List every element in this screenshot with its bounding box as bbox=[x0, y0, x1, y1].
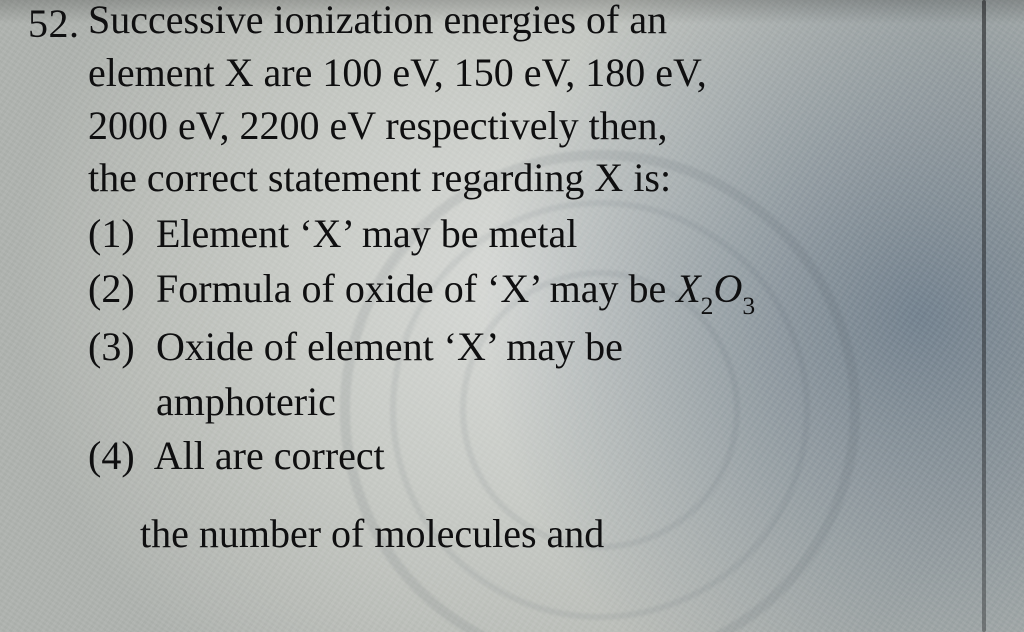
page-gutter-line bbox=[982, 0, 986, 632]
formula-sub: 3 bbox=[742, 291, 755, 320]
stem-line: 2000 eV, 2200 eV respectively then, bbox=[88, 103, 668, 148]
stem-line: Successive ionization energies of an bbox=[88, 0, 667, 42]
question-stem: Successive ionization energies of an ele… bbox=[88, 0, 928, 205]
option-number: (1) bbox=[88, 207, 146, 261]
page-content: 52. Successive ionization energies of an… bbox=[28, 0, 928, 557]
stem-line: the correct statement regarding X is: bbox=[88, 155, 671, 200]
formula-sub: 2 bbox=[701, 291, 714, 320]
option-number: (3) bbox=[88, 320, 146, 374]
formula-base: X bbox=[676, 266, 700, 311]
question-row: 52. Successive ionization energies of an… bbox=[28, 0, 928, 205]
options-list: (1) Element ‘X’ may be metal (2) Formula… bbox=[88, 207, 928, 483]
cutoff-text: the number of molecules and bbox=[140, 511, 604, 556]
formula-base: O bbox=[713, 266, 742, 311]
option-text-cont: amphoteric bbox=[156, 379, 336, 424]
option-4: (4) All are correct bbox=[88, 429, 928, 483]
option-text: Oxide of element ‘X’ may be bbox=[156, 324, 623, 369]
option-text: All are correct bbox=[154, 433, 385, 478]
option-number: (4) bbox=[88, 429, 146, 483]
option-text: Formula of oxide of ‘X’ may be bbox=[156, 266, 676, 311]
question-number: 52. bbox=[28, 0, 88, 47]
option-3: (3) Oxide of element ‘X’ may be amphoter… bbox=[88, 320, 928, 429]
option-text: Element ‘X’ may be metal bbox=[156, 211, 577, 256]
option-1: (1) Element ‘X’ may be metal bbox=[88, 207, 928, 261]
option-number: (2) bbox=[88, 262, 146, 316]
cutoff-next-question: the number of molecules and bbox=[140, 510, 928, 557]
stem-line: element X are 100 eV, 150 eV, 180 eV, bbox=[88, 50, 707, 95]
option-2: (2) Formula of oxide of ‘X’ may be X2O3 bbox=[88, 262, 928, 321]
formula: X2O3 bbox=[676, 266, 755, 311]
